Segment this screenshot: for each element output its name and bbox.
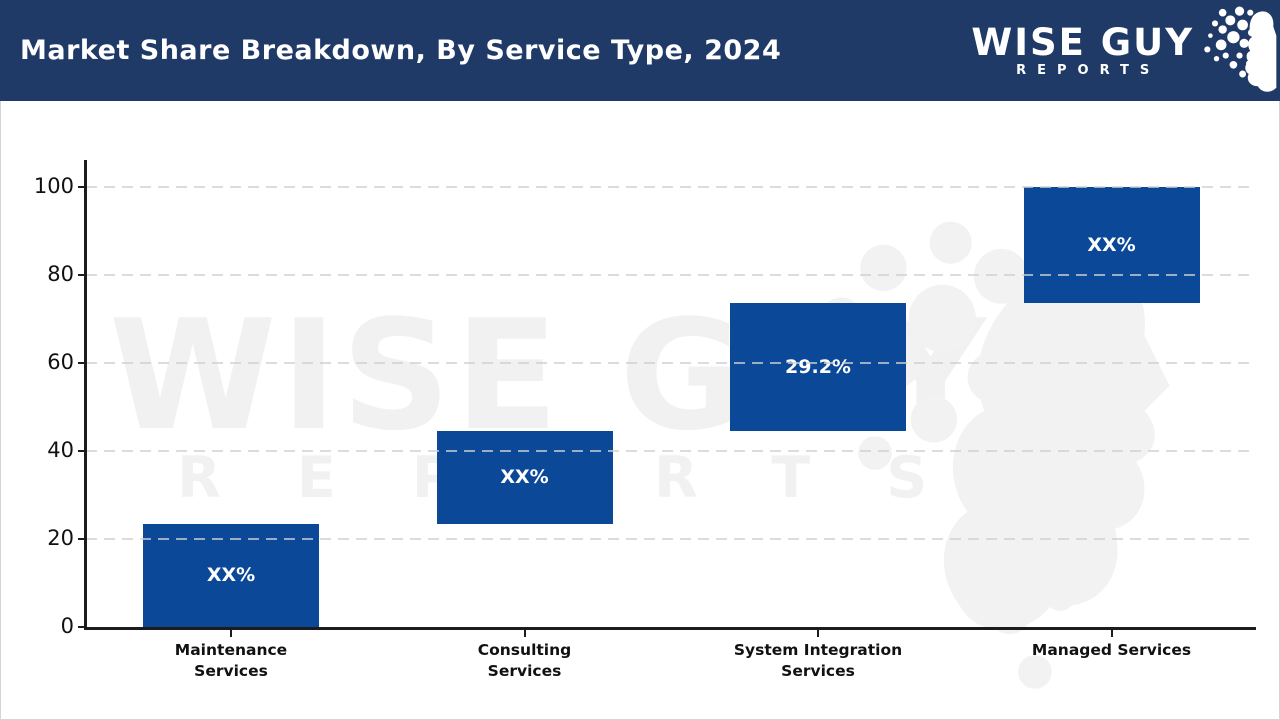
y-tick-label: 20 <box>47 526 74 550</box>
y-tick-mark <box>78 362 86 364</box>
logo-face-icon <box>1204 6 1277 92</box>
bar-1: XX% <box>143 523 319 627</box>
x-category-label-line: Services <box>487 662 562 680</box>
logo-wordmark: WISE GUY <box>971 21 1194 64</box>
x-category-label-line: Maintenance <box>174 641 288 659</box>
y-tick-mark <box>78 538 86 540</box>
y-tick-mark <box>78 450 86 452</box>
x-category-label-line: Services <box>781 662 855 680</box>
bar-2: XX% <box>436 431 613 524</box>
y-tick-label: 80 <box>47 262 74 286</box>
bar-value-label: XX% <box>1087 233 1136 256</box>
x-tick-mark <box>230 630 232 637</box>
y-tick-label: 0 <box>60 614 74 638</box>
x-category-label: Consulting Services <box>395 640 655 682</box>
x-axis-line <box>84 627 1256 630</box>
bar-value-label: XX% <box>206 564 256 587</box>
x-category-label-line: Services <box>194 662 268 680</box>
wise-guy-reports-logo: WISE GUY REPORTS <box>971 0 1280 101</box>
gridline-y100 <box>86 186 1256 188</box>
bar-value-label: 29.2% <box>785 355 851 378</box>
x-category-label-line: System Integration <box>733 641 903 659</box>
logo-subtitle: REPORTS <box>1016 63 1161 78</box>
page-title: Market Share Breakdown, By Service Type,… <box>20 35 782 66</box>
chart-canvas: WISE GUY REPORTS 020406080100XX%Maintena… <box>0 101 1280 720</box>
plot-area: WISE GUY REPORTS 020406080100XX%Maintena… <box>1 101 1279 718</box>
x-category-label: Maintenance Services <box>101 640 361 682</box>
y-tick-mark <box>78 186 86 188</box>
y-tick-label: 40 <box>47 438 74 462</box>
header-bar: Market Share Breakdown, By Service Type,… <box>0 0 1280 101</box>
y-tick-label: 100 <box>33 174 74 198</box>
x-category-label-line: Consulting <box>477 641 572 659</box>
y-tick-label: 60 <box>47 350 74 374</box>
x-tick-mark <box>523 630 526 637</box>
bar-3: 29.2% <box>730 302 906 432</box>
x-category-label: Managed Services <box>982 640 1242 661</box>
y-tick-mark <box>78 274 86 276</box>
logo-text: WISE GUY REPORTS <box>971 21 1194 79</box>
gridline-y40 <box>86 450 1256 452</box>
gridline-y60 <box>86 362 1256 364</box>
gridline-y20 <box>86 538 1256 540</box>
x-category-label: System Integration Services <box>688 640 948 682</box>
gridline-y80 <box>86 274 1256 276</box>
bar-4: XX% <box>1023 187 1200 303</box>
x-category-label-line: Managed Services <box>1031 641 1192 659</box>
bar-value-label: XX% <box>500 466 549 489</box>
y-axis-line <box>84 160 87 630</box>
x-tick-mark <box>817 630 819 637</box>
x-tick-mark <box>1110 630 1113 637</box>
y-tick-mark <box>78 626 86 628</box>
